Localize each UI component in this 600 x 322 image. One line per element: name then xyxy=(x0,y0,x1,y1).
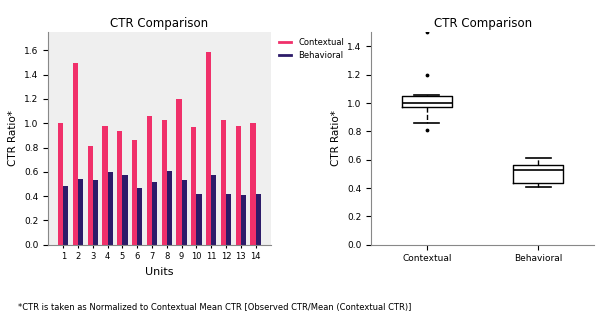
Bar xyxy=(132,140,137,245)
Bar xyxy=(241,195,246,245)
Bar xyxy=(78,179,83,245)
Bar xyxy=(152,182,157,245)
Bar xyxy=(236,126,241,245)
Bar xyxy=(191,127,196,245)
Bar xyxy=(122,175,128,245)
Bar xyxy=(176,99,182,245)
X-axis label: Units: Units xyxy=(145,267,173,277)
Bar xyxy=(161,120,167,245)
Bar xyxy=(226,194,231,245)
Bar xyxy=(58,123,64,245)
Y-axis label: CTR Ratio*: CTR Ratio* xyxy=(331,110,341,166)
Bar xyxy=(73,62,78,245)
Title: CTR Comparison: CTR Comparison xyxy=(434,17,532,30)
Bar xyxy=(256,194,261,245)
Bar xyxy=(196,194,202,245)
Title: CTR Comparison: CTR Comparison xyxy=(110,17,208,30)
Bar xyxy=(147,116,152,245)
Legend: Contextual, Behavioral: Contextual, Behavioral xyxy=(277,36,346,62)
Bar xyxy=(182,180,187,245)
Bar xyxy=(250,123,256,245)
Bar xyxy=(137,188,142,245)
Bar xyxy=(117,130,122,245)
Bar xyxy=(93,180,98,245)
Bar xyxy=(64,186,68,245)
Bar xyxy=(221,120,226,245)
Text: *CTR is taken as Normalized to Contextual Mean CTR [Observed CTR/Mean (Contextua: *CTR is taken as Normalized to Contextua… xyxy=(18,303,412,312)
Bar xyxy=(167,171,172,245)
Bar xyxy=(103,126,107,245)
Bar xyxy=(107,172,113,245)
Bar xyxy=(88,147,93,245)
Bar xyxy=(211,175,217,245)
Bar xyxy=(206,52,211,245)
Y-axis label: CTR Ratio*: CTR Ratio* xyxy=(8,110,19,166)
